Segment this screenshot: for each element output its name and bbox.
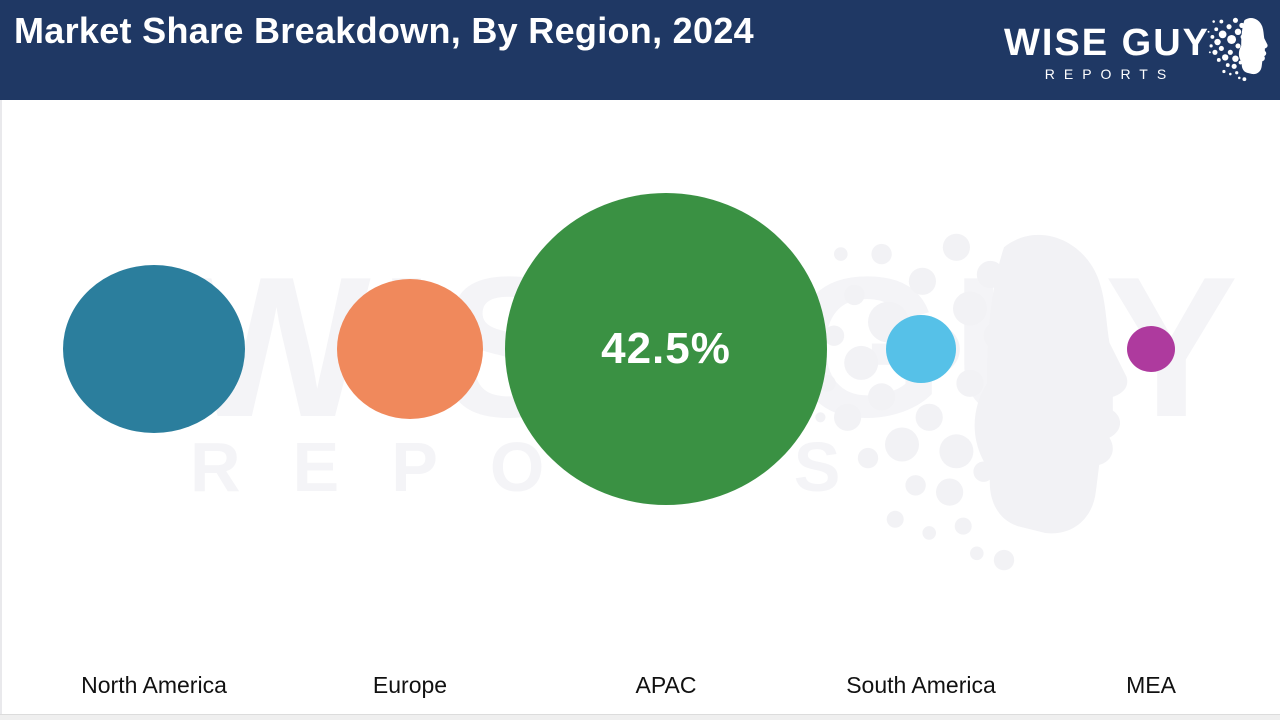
logo-brand-sub: REPORTS bbox=[1044, 66, 1176, 82]
category-label-apac: APAC bbox=[635, 672, 697, 698]
wiseguy-head-icon bbox=[1206, 8, 1270, 94]
left-edge-divider bbox=[0, 100, 2, 720]
bottom-divider bbox=[0, 714, 1280, 720]
bubble-europe[interactable] bbox=[337, 279, 483, 419]
page-title: Market Share Breakdown, By Region, 2024 bbox=[14, 10, 754, 51]
category-label-mea: MEA bbox=[1126, 672, 1176, 698]
bubble-value-label: 42.5% bbox=[601, 324, 731, 373]
header-bar: Market Share Breakdown, By Region, 2024 … bbox=[0, 0, 1280, 100]
wiseguy-logo-text: WISE GUY REPORTS bbox=[1004, 24, 1210, 82]
category-label-north-america: North America bbox=[81, 672, 227, 698]
wiseguy-logo: WISE GUY REPORTS bbox=[1004, 8, 1270, 94]
logo-brand-name: WISE GUY bbox=[1003, 22, 1210, 64]
category-label-south-america: South America bbox=[846, 672, 996, 698]
category-label-europe: Europe bbox=[372, 672, 448, 698]
category-axis: North America Europe APAC South America MEA bbox=[0, 100, 1280, 720]
bubble-apac[interactable]: 42.5% bbox=[505, 193, 827, 505]
chart-area: WISE GUY REPORTS 42.5% North AmericaEuro… bbox=[0, 100, 1280, 720]
bubble-mea[interactable] bbox=[1127, 326, 1175, 372]
bubble-north-america[interactable] bbox=[63, 265, 245, 433]
